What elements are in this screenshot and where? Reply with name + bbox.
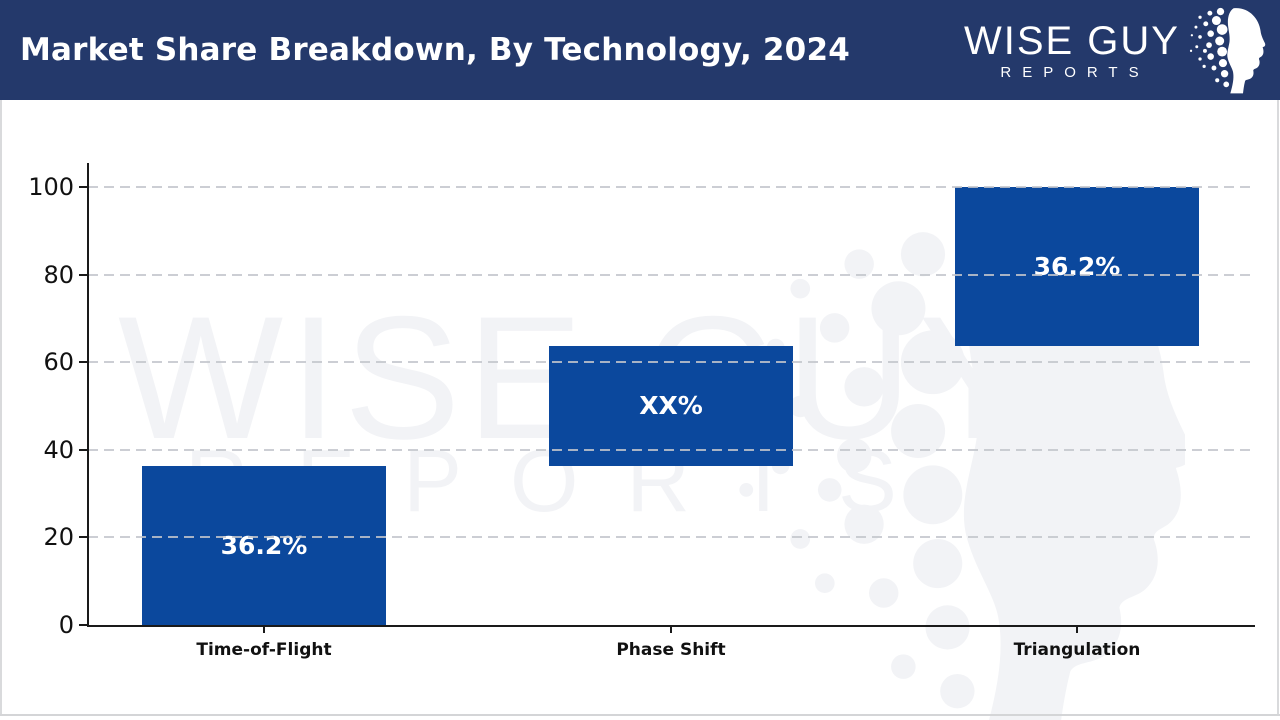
y-tick-mark-100 (79, 186, 88, 188)
x-tick-mark-phase-shift (670, 625, 672, 633)
bar-value-label-time-of-flight: 36.2% (220, 531, 308, 561)
logo-secondary-text: REPORTS (1000, 63, 1150, 81)
y-tick-mark-80 (79, 273, 88, 276)
bar-value-label-triangulation: 36.2% (1033, 251, 1121, 281)
x-category-label-triangulation: Triangulation (1013, 640, 1141, 660)
y-tick-label-40: 40 (43, 435, 74, 464)
x-axis-line (87, 625, 1255, 627)
y-tick-mark-60 (79, 361, 88, 364)
x-tick-mark-time-of-flight (263, 625, 265, 633)
card-border-right (1277, 100, 1279, 716)
x-category-label-phase-shift: Phase Shift (616, 640, 726, 660)
bar-time-of-flight: 36.2% (142, 466, 386, 625)
logo: WISE GUY REPORTS (964, 5, 1266, 95)
card-border-left (0, 100, 2, 716)
gridline-100 (88, 186, 1253, 188)
bar-triangulation: 36.2% (955, 187, 1199, 346)
gridline-20 (88, 536, 1253, 539)
gridline-60 (88, 361, 1253, 364)
gridline-40 (88, 448, 1253, 451)
y-tick-label-60: 60 (43, 348, 74, 377)
logo-wordmark: WISE GUY REPORTS (964, 21, 1180, 80)
y-tick-mark-20 (79, 536, 88, 539)
logo-head-icon (1184, 5, 1266, 95)
x-category-label-time-of-flight: Time-of-Flight (196, 640, 332, 660)
y-tick-label-80: 80 (43, 260, 74, 289)
y-tick-mark-0 (79, 624, 88, 626)
logo-primary-text: WISE GUY (963, 18, 1180, 63)
gridline-80 (88, 273, 1253, 276)
card-border-bottom (0, 714, 1280, 716)
y-axis-line (87, 163, 89, 627)
y-tick-label-0: 0 (58, 611, 74, 639)
bar-phase-shift: XX% (549, 345, 793, 467)
bar-value-label-phase-shift: XX% (639, 391, 703, 421)
header-bar: Market Share Breakdown, By Technology, 2… (0, 0, 1280, 100)
page-title: Market Share Breakdown, By Technology, 2… (20, 32, 850, 68)
y-tick-label-20: 20 (43, 523, 74, 552)
y-tick-mark-40 (79, 448, 88, 451)
y-tick-label-100: 100 (28, 173, 74, 201)
